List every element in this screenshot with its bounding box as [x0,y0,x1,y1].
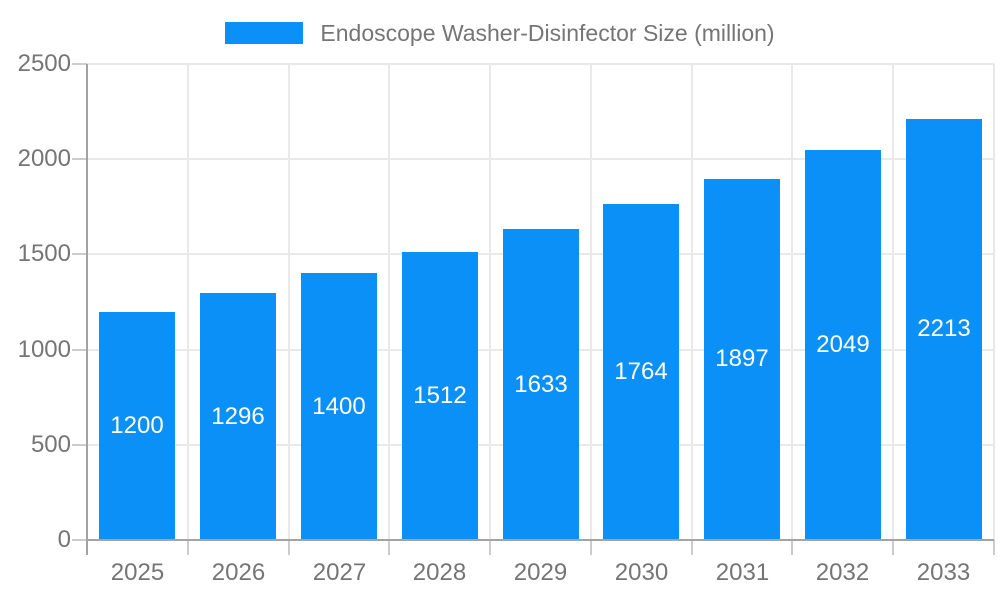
legend-label: Endoscope Washer-Disinfector Size (milli… [320,19,775,46]
x-tick-label: 2026 [211,559,266,586]
y-tick-label: 0 [57,526,71,553]
h-gridline [87,158,994,160]
v-gridline [187,64,189,540]
v-gridline [288,64,290,540]
bar-value-label: 1764 [614,358,668,385]
v-gridline [691,64,693,540]
bar [503,229,579,540]
v-gridline [388,64,390,540]
y-tick [72,444,87,446]
bar [603,204,679,540]
x-tick-label: 2027 [312,559,367,586]
bar-value-label: 1400 [312,393,366,420]
v-gridline [590,64,592,540]
x-tick-label: 2030 [614,559,669,586]
y-tick-label: 500 [30,431,71,458]
y-tick [72,158,87,160]
y-tick-label: 1000 [17,336,71,363]
bar [99,312,175,540]
v-gridline [892,64,894,540]
y-tick-label: 1500 [17,240,71,267]
bar-value-label: 2213 [917,315,971,342]
x-axis-line [86,539,994,541]
x-tick-label: 2031 [715,559,770,586]
x-tick [187,540,189,555]
legend: Endoscope Washer-Disinfector Size (milli… [0,16,1000,50]
x-tick-label: 2025 [110,559,165,586]
y-tick [72,539,87,541]
bar [200,293,276,540]
y-tick-label: 2000 [17,145,71,172]
v-gridline [489,64,491,540]
bar-value-label: 1897 [715,345,769,372]
x-tick-label: 2028 [412,559,467,586]
x-tick-label: 2033 [916,559,971,586]
bar [704,179,780,540]
bar [805,150,881,540]
x-tick [489,540,491,555]
x-tick [691,540,693,555]
legend-swatch [225,22,304,44]
bar-value-label: 1512 [413,382,467,409]
bar-value-label: 1200 [110,412,164,439]
h-gridline [87,63,994,65]
x-tick [892,540,894,555]
bar [906,119,982,540]
x-tick [388,540,390,555]
y-axis-line [86,64,88,555]
bar [402,252,478,540]
x-tick [993,540,995,555]
bar [301,273,377,540]
v-gridline [993,64,995,540]
x-tick [288,540,290,555]
bar-value-label: 1633 [514,371,568,398]
y-tick [72,63,87,65]
v-gridline [791,64,793,540]
y-tick [72,349,87,351]
x-tick-label: 2032 [815,559,870,586]
bar-value-label: 2049 [816,331,870,358]
x-tick-label: 2029 [513,559,568,586]
y-tick [72,253,87,255]
x-tick [590,540,592,555]
bar-value-label: 1296 [211,403,265,430]
x-tick [791,540,793,555]
y-tick-label: 2500 [17,50,71,77]
